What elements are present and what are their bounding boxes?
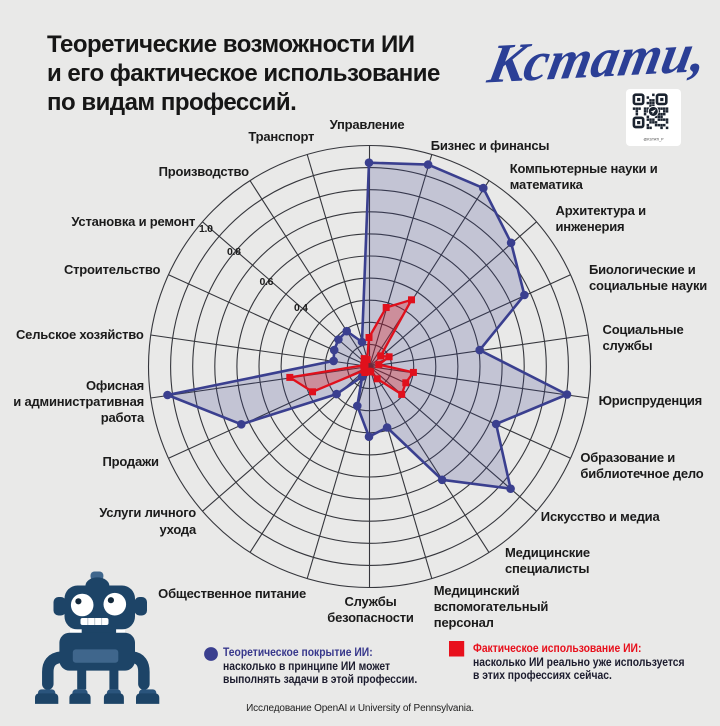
svg-text:@KSTATI_P: @KSTATI_P <box>643 138 664 142</box>
